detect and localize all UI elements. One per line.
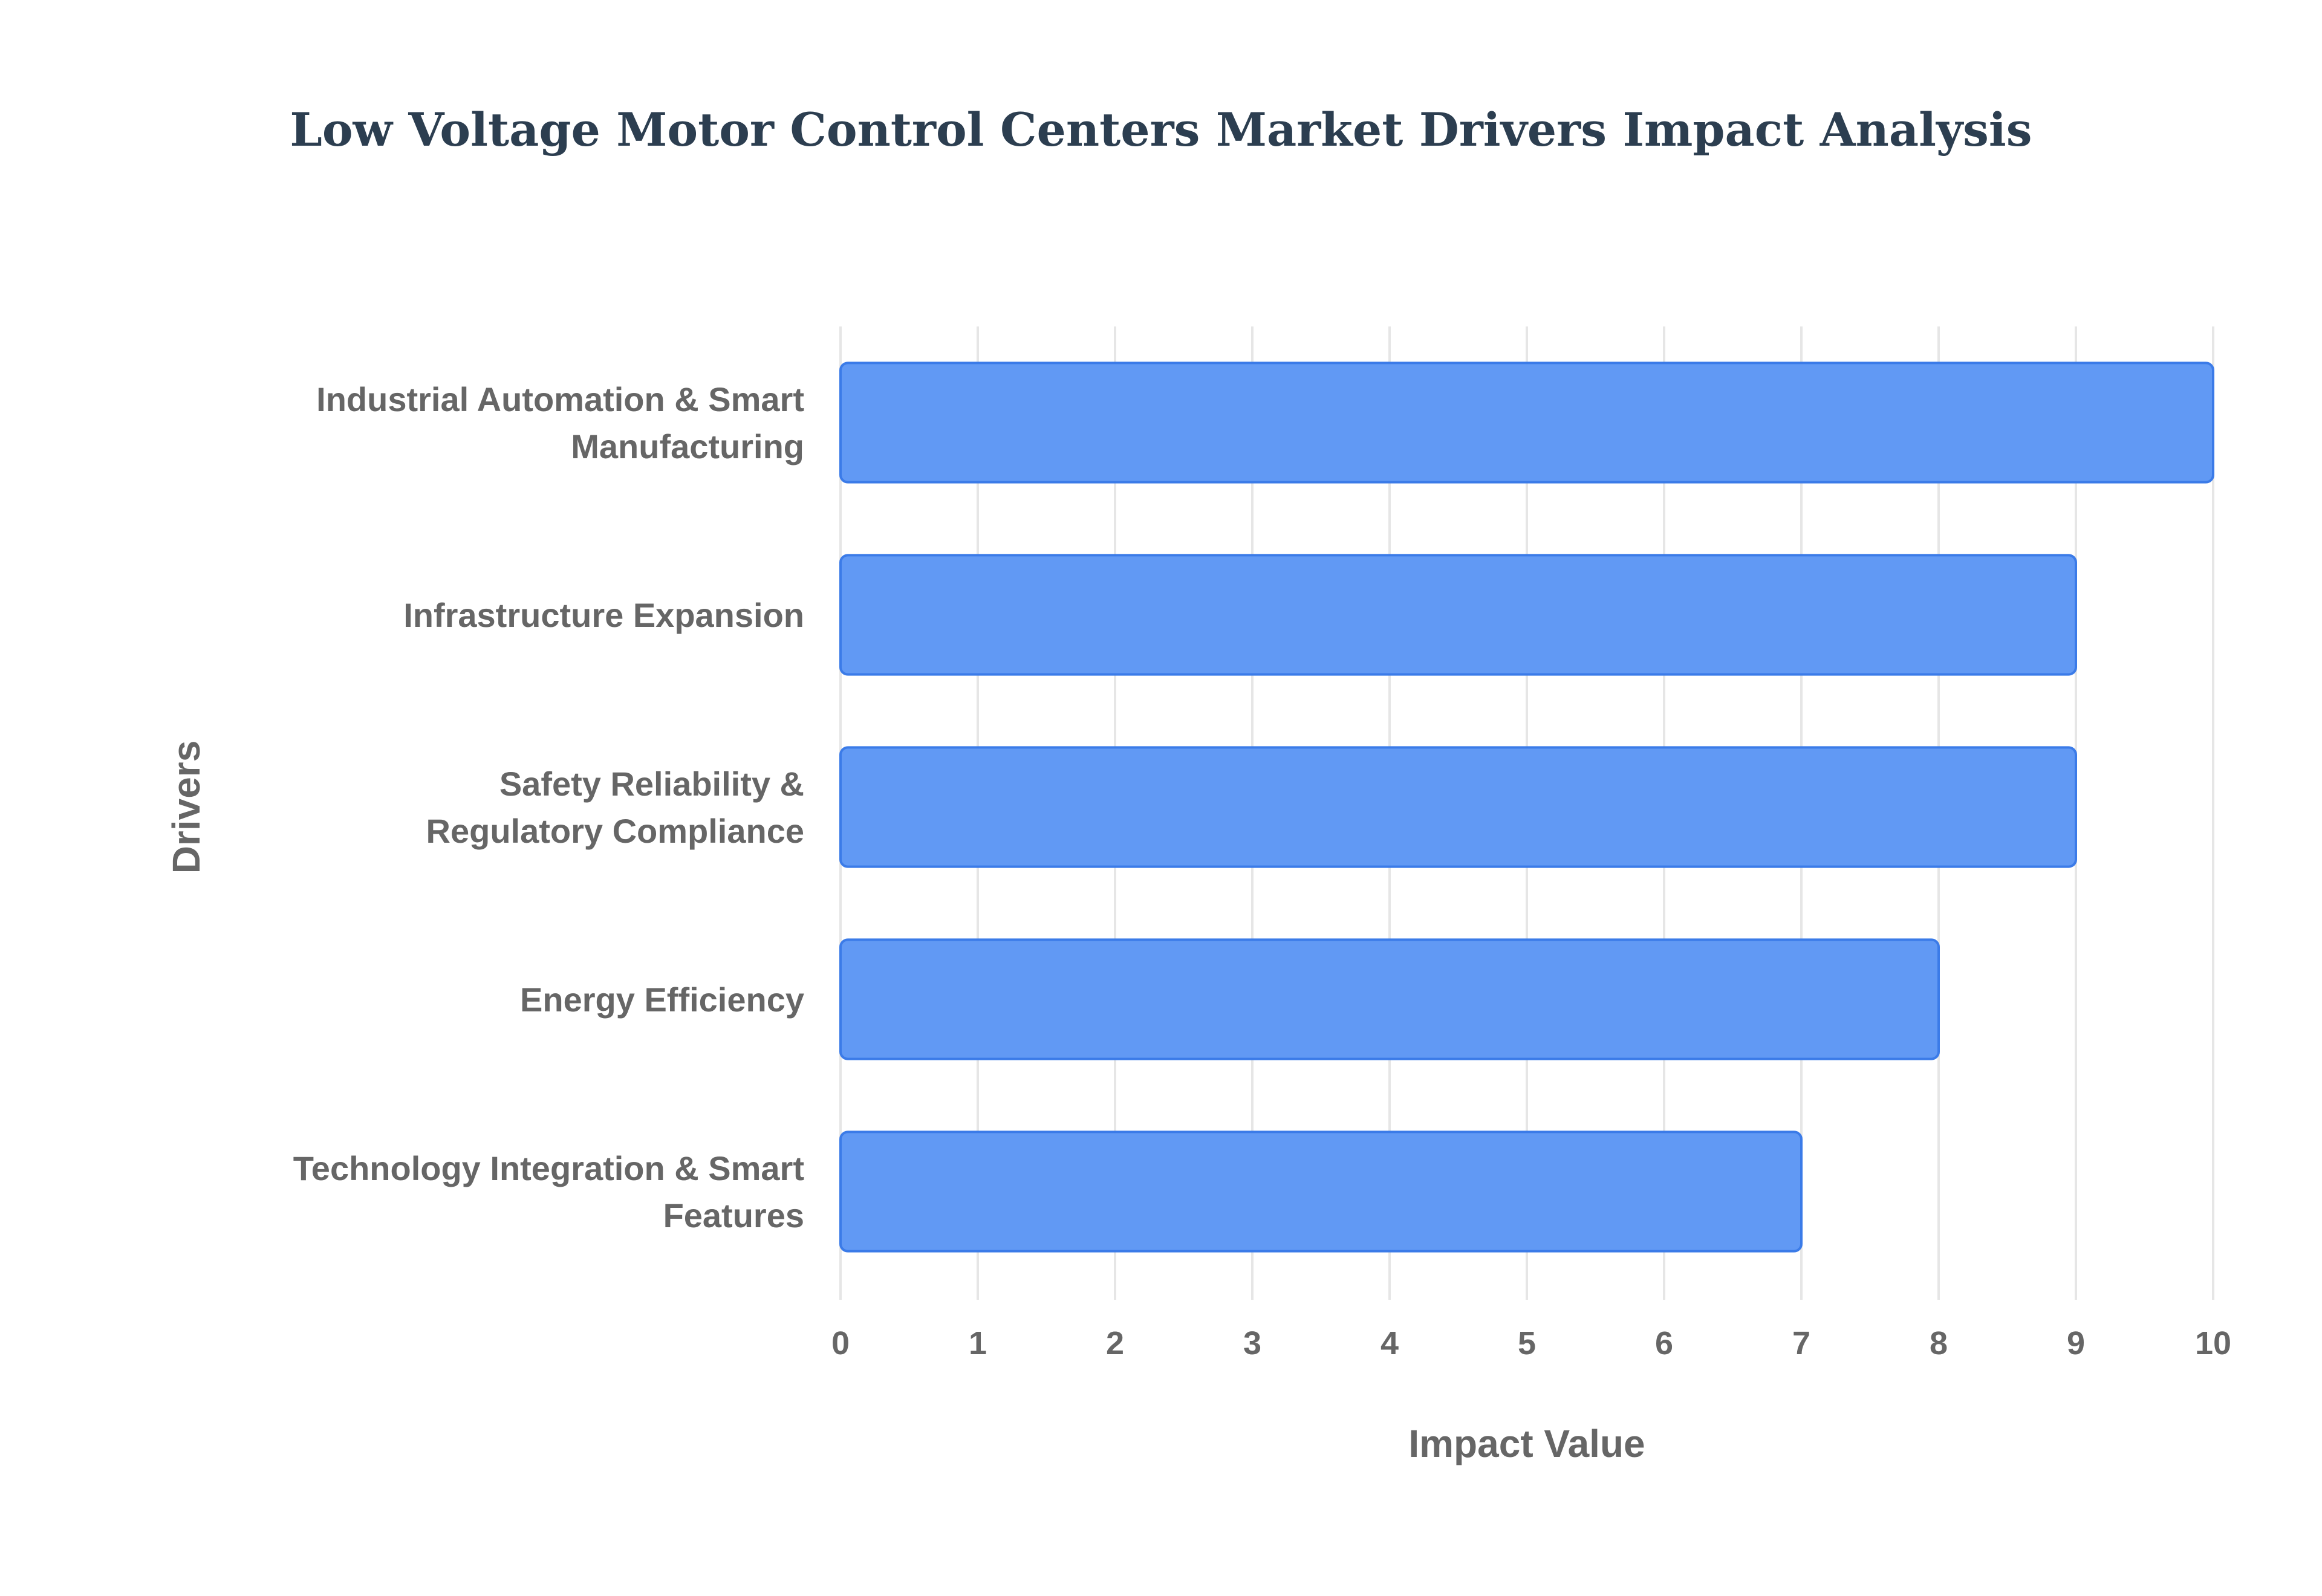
x-tick-label: 7 bbox=[1792, 1325, 1810, 1361]
x-tick-label: 0 bbox=[831, 1325, 850, 1361]
category-label-line: Energy Efficiency bbox=[520, 981, 804, 1019]
category-label: Energy Efficiency bbox=[520, 981, 804, 1019]
bars bbox=[839, 362, 2214, 1253]
bar[interactable] bbox=[839, 938, 1940, 1060]
category-label-line: Technology Integration & Smart bbox=[293, 1149, 804, 1187]
bar[interactable] bbox=[839, 554, 2077, 676]
x-tick-label: 6 bbox=[1655, 1325, 1673, 1361]
category-label-line: Regulatory Compliance bbox=[426, 812, 804, 850]
category-label-line: Safety Reliability & bbox=[499, 765, 804, 803]
category-label-line: Infrastructure Expansion bbox=[403, 596, 804, 634]
x-tick-label: 10 bbox=[2195, 1325, 2231, 1361]
y-axis-title: Drivers bbox=[164, 741, 208, 874]
x-tick-label: 8 bbox=[1930, 1325, 1948, 1361]
x-tick-label: 2 bbox=[1106, 1325, 1124, 1361]
x-tick-label: 4 bbox=[1381, 1325, 1399, 1361]
category-label: Infrastructure Expansion bbox=[403, 596, 804, 634]
bar[interactable] bbox=[839, 746, 2077, 868]
category-label: Technology Integration & Smart Features bbox=[293, 1149, 804, 1234]
category-labels: Industrial Automation & Smart Manufacturi… bbox=[293, 380, 804, 1234]
x-tick-label: 9 bbox=[2067, 1325, 2085, 1361]
category-label-line: Features bbox=[663, 1196, 804, 1234]
x-tick-label: 5 bbox=[1518, 1325, 1536, 1361]
bar[interactable] bbox=[839, 1130, 1803, 1253]
category-label: Safety Reliability & Regulatory Complianc… bbox=[426, 765, 804, 850]
category-label: Industrial Automation & Smart Manufacturi… bbox=[316, 380, 804, 465]
x-tick-label: 3 bbox=[1243, 1325, 1261, 1361]
chart-title: Low Voltage Motor Control Centers Market… bbox=[290, 103, 2032, 157]
bar[interactable] bbox=[839, 362, 2214, 484]
x-tick-labels: 0 1 2 3 4 5 6 7 8 9 10 bbox=[831, 1325, 2231, 1361]
category-label-line: Manufacturing bbox=[571, 427, 804, 465]
category-label-line: Industrial Automation & Smart bbox=[316, 380, 804, 418]
x-axis-title: Impact Value bbox=[1408, 1422, 1645, 1465]
x-tick-label: 1 bbox=[969, 1325, 987, 1361]
